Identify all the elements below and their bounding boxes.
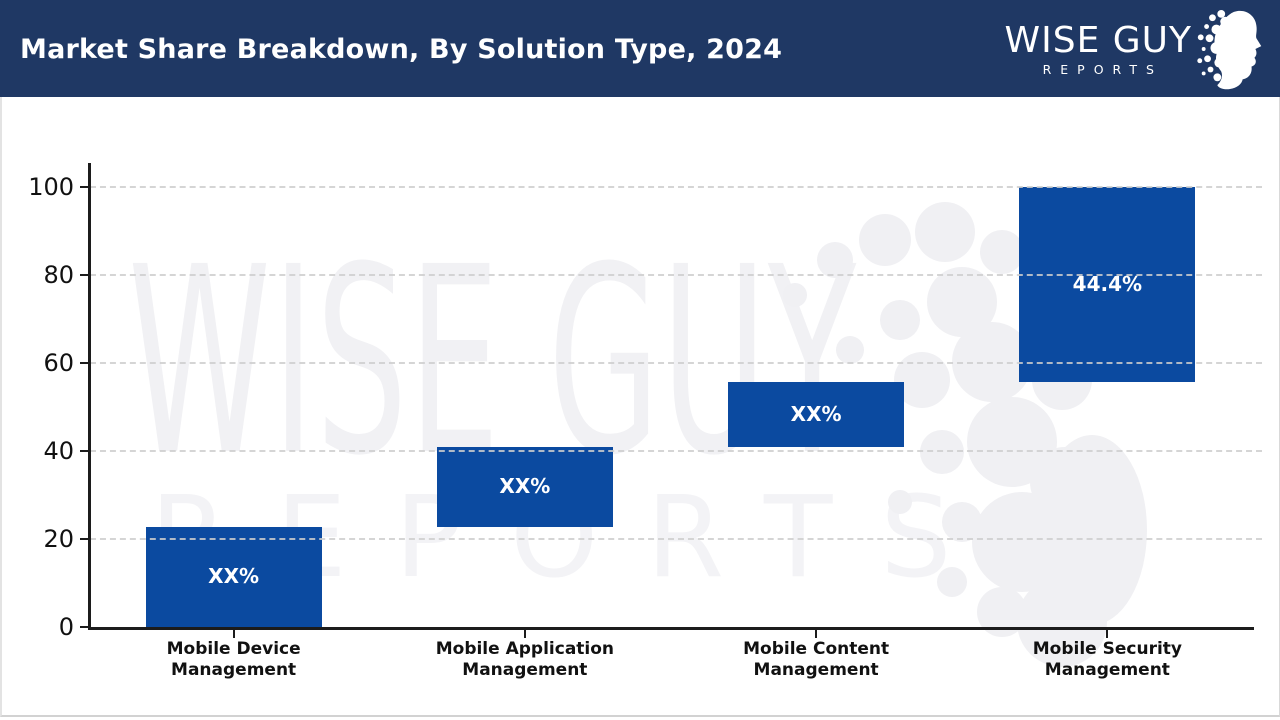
header-bar: Market Share Breakdown, By Solution Type… — [0, 0, 1280, 97]
x-tick-mark — [232, 630, 235, 638]
wise-guy-logo: WISE GUY REPORTS — [1005, 8, 1269, 90]
y-tick-label: 20 — [43, 525, 74, 553]
h-gridline — [90, 450, 1262, 452]
logo-face-icon — [1197, 9, 1262, 90]
y-tick-mark — [80, 538, 89, 540]
logo-wiseguy-text: WISE GUY — [1004, 20, 1192, 61]
y-tick-mark — [80, 186, 89, 188]
page-title: Market Share Breakdown, By Solution Type… — [20, 34, 783, 65]
logo-text-block: WISE GUY REPORTS — [1004, 20, 1193, 78]
category-label: Mobile Application Management — [435, 639, 615, 680]
y-tick-mark — [80, 626, 89, 628]
y-tick-label: 0 — [58, 613, 74, 641]
category-label: Mobile Content Management — [743, 639, 890, 680]
y-tick-mark — [80, 274, 89, 276]
y-tick-label: 80 — [43, 261, 74, 289]
y-tick-mark — [80, 362, 89, 364]
logo-reports-text: REPORTS — [1042, 62, 1163, 77]
h-gridline — [90, 274, 1262, 276]
x-axis — [88, 627, 1254, 630]
x-tick-mark — [815, 630, 818, 638]
y-tick-label: 40 — [43, 437, 74, 465]
bar-value-label: XX% — [208, 564, 260, 589]
h-gridline — [90, 186, 1262, 188]
y-axis — [88, 163, 91, 630]
y-tick-label: 100 — [28, 173, 74, 201]
bar-segment — [145, 527, 322, 627]
y-tick-label: 60 — [43, 349, 74, 377]
category-label: Mobile Device Management — [166, 639, 301, 680]
bar-value-label: XX% — [790, 401, 842, 426]
y-tick-mark — [80, 450, 89, 452]
h-gridline — [90, 362, 1262, 364]
category-label: Mobile Security Management — [1032, 639, 1182, 680]
bar-value-label: 44.4% — [1072, 271, 1143, 296]
x-tick-mark — [1106, 630, 1109, 638]
h-gridline — [90, 538, 1262, 540]
bar-value-label: XX% — [499, 474, 551, 499]
x-tick-mark — [523, 630, 526, 638]
bar-segment — [436, 447, 613, 528]
